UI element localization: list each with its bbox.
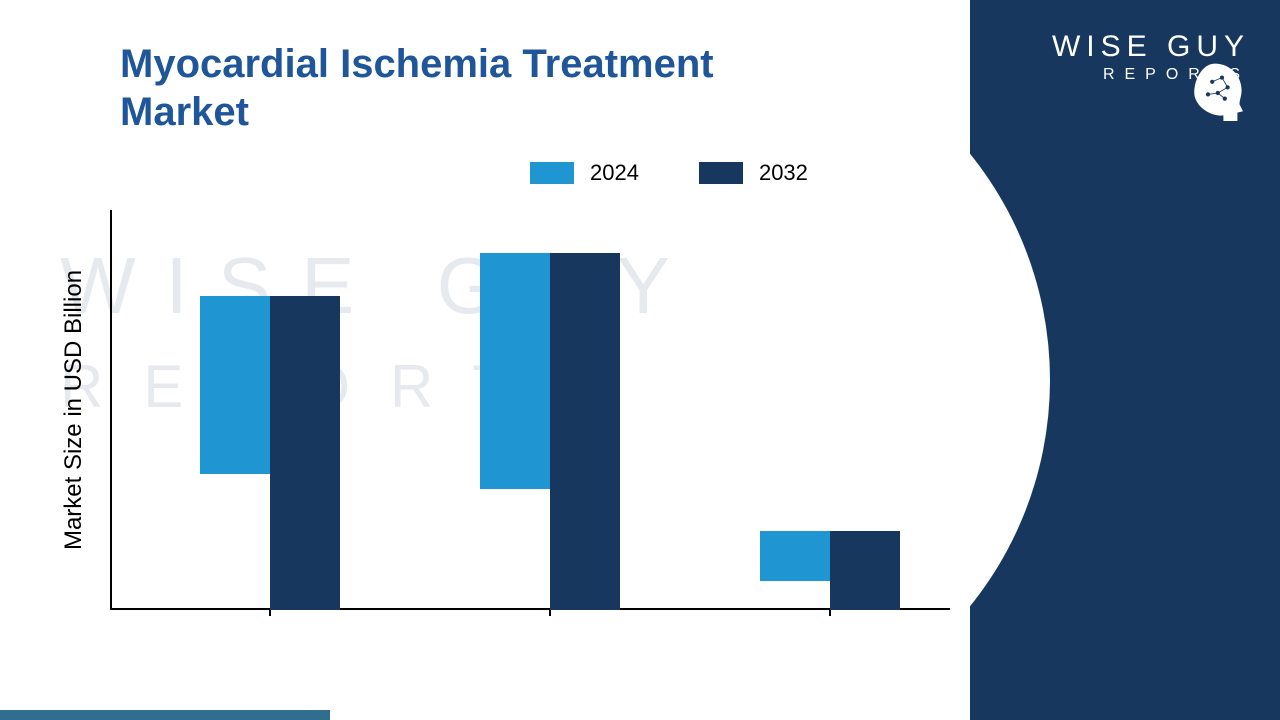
- brand-head-icon: [1180, 58, 1250, 128]
- y-axis-line: [110, 210, 112, 610]
- bar-2032: [270, 296, 340, 610]
- legend: 2024 2032: [530, 160, 808, 186]
- legend-label-2024: 2024: [590, 160, 639, 186]
- x-tick: [269, 610, 271, 616]
- legend-item-2032: 2032: [699, 160, 808, 186]
- bar-2024: [200, 296, 270, 474]
- bar-2032: [550, 253, 620, 610]
- legend-swatch-2024: [530, 162, 574, 184]
- legend-label-2032: 2032: [759, 160, 808, 186]
- x-tick: [549, 610, 551, 616]
- plot-area: 12.47drugtherapyrevascularizationprocedu…: [110, 210, 950, 610]
- bars-wrap: [450, 253, 650, 610]
- bottom-accent-bar: [0, 710, 330, 720]
- y-axis-label: Market Size in USD Billion: [60, 210, 88, 610]
- bar-2032: [830, 531, 900, 610]
- bar-2024: [480, 253, 550, 489]
- bar-2024: [760, 531, 830, 581]
- legend-swatch-2032: [699, 162, 743, 184]
- legend-item-2024: 2024: [530, 160, 639, 186]
- bars-wrap: [730, 531, 930, 610]
- brand-logo: WISE GUY REPORTS: [1052, 30, 1250, 84]
- chart-canvas: WISE GUY REPORTS WISE GUY REPORTS Myocar…: [0, 0, 1280, 720]
- chart-title: Myocardial Ischemia Treatment Market: [120, 40, 820, 136]
- bars-wrap: [170, 296, 370, 610]
- x-tick: [829, 610, 831, 616]
